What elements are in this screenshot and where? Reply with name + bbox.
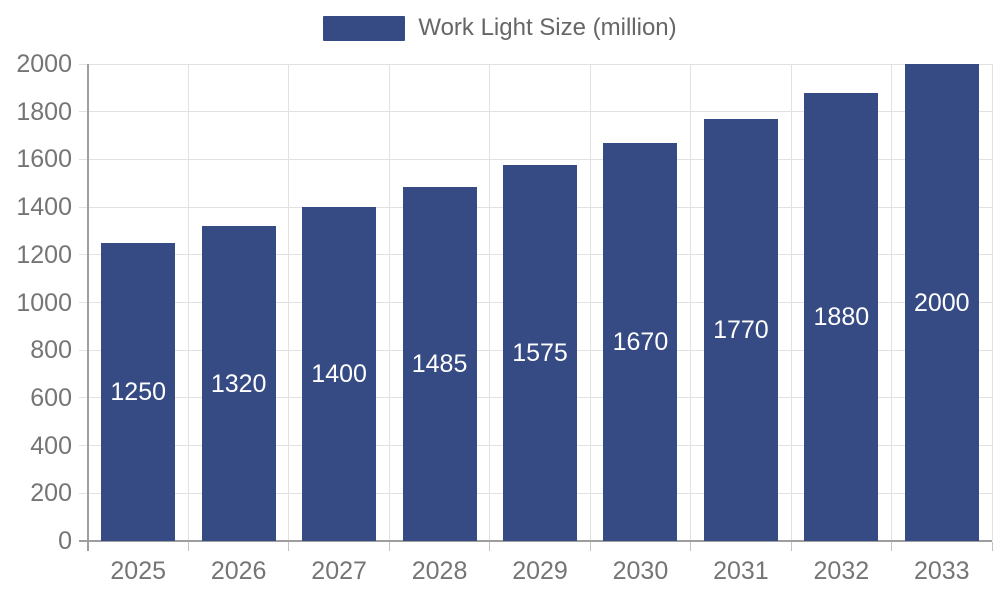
x-axis-tick [187, 542, 189, 551]
v-grid-line [891, 64, 893, 541]
y-tick-label: 1800 [16, 97, 72, 126]
legend-swatch [323, 15, 406, 41]
x-tick-label: 2029 [512, 557, 568, 585]
x-axis-tick [690, 542, 692, 551]
y-tick-label: 1200 [16, 240, 72, 269]
v-grid-line [991, 64, 993, 541]
bar-2030[interactable] [603, 142, 678, 541]
bar-value-label: 1670 [612, 327, 669, 356]
v-grid-line [388, 64, 390, 541]
legend-label: Work Light Size (million) [418, 14, 677, 41]
x-tick-label: 2033 [913, 557, 970, 585]
bar-2032[interactable] [804, 92, 879, 541]
bar-value-label: 1250 [110, 377, 167, 406]
y-tick-label: 800 [30, 336, 72, 365]
x-axis-tick [891, 542, 893, 551]
bar-2031[interactable] [703, 118, 778, 541]
y-tick-label: 400 [30, 431, 72, 460]
x-tick-label: 2030 [612, 557, 669, 585]
bar-2033[interactable] [904, 64, 979, 541]
bar-2029[interactable] [503, 165, 577, 541]
y-axis-tick [79, 349, 88, 351]
y-axis-tick [79, 397, 88, 399]
x-tick-label: 2032 [813, 557, 870, 585]
y-tick-label: 0 [58, 527, 72, 555]
bar-2025[interactable] [101, 242, 176, 541]
v-grid-line [187, 64, 189, 541]
y-axis-tick [79, 63, 88, 65]
y-tick-label: 2000 [16, 50, 72, 78]
y-grid-line [88, 111, 992, 113]
x-tick-label: 2026 [210, 557, 267, 585]
y-tick-label: 1400 [16, 193, 72, 222]
x-axis-tick [589, 542, 591, 551]
bar-value-label: 1320 [210, 369, 267, 398]
v-grid-line [489, 64, 491, 541]
bar-2027[interactable] [302, 207, 377, 541]
bar-2026[interactable] [201, 226, 276, 541]
y-grid-line [88, 158, 992, 160]
y-axis-tick [79, 492, 88, 494]
y-tick-label: 1600 [16, 145, 72, 174]
bar-value-label: 2000 [913, 288, 970, 317]
bar-value-label: 1880 [813, 302, 870, 331]
x-axis-line [79, 540, 992, 542]
x-tick-label: 2031 [713, 557, 769, 585]
x-axis-tick [388, 542, 390, 551]
y-axis-tick [79, 206, 88, 208]
x-axis-tick [991, 542, 993, 551]
y-tick-label: 600 [30, 383, 72, 412]
v-grid-line [589, 64, 591, 541]
y-grid-line [88, 63, 992, 65]
bar-value-label: 1770 [713, 315, 769, 344]
x-axis-tick [790, 542, 792, 551]
x-tick-label: 2025 [110, 557, 167, 585]
y-axis-tick [79, 302, 88, 303]
v-grid-line [790, 64, 792, 541]
bar-value-label: 1575 [512, 339, 568, 368]
bar-value-label: 1485 [411, 349, 468, 378]
v-grid-line [690, 64, 692, 541]
legend-item-work-light-size[interactable]: Work Light Size (million) [0, 15, 1000, 41]
y-axis-line [87, 64, 89, 551]
x-axis-tick [489, 542, 491, 551]
y-tick-label: 1000 [16, 288, 72, 317]
y-axis-tick [79, 158, 88, 160]
v-grid-line [288, 64, 290, 541]
x-tick-label: 2027 [311, 557, 367, 585]
y-tick-label: 200 [30, 479, 72, 508]
y-axis-tick [79, 445, 88, 447]
x-tick-label: 2028 [411, 557, 468, 585]
y-axis-tick [79, 111, 88, 113]
bar-value-label: 1400 [311, 360, 367, 389]
y-axis-tick [79, 254, 88, 256]
x-axis-tick [288, 542, 290, 551]
bar-2028[interactable] [402, 186, 477, 541]
